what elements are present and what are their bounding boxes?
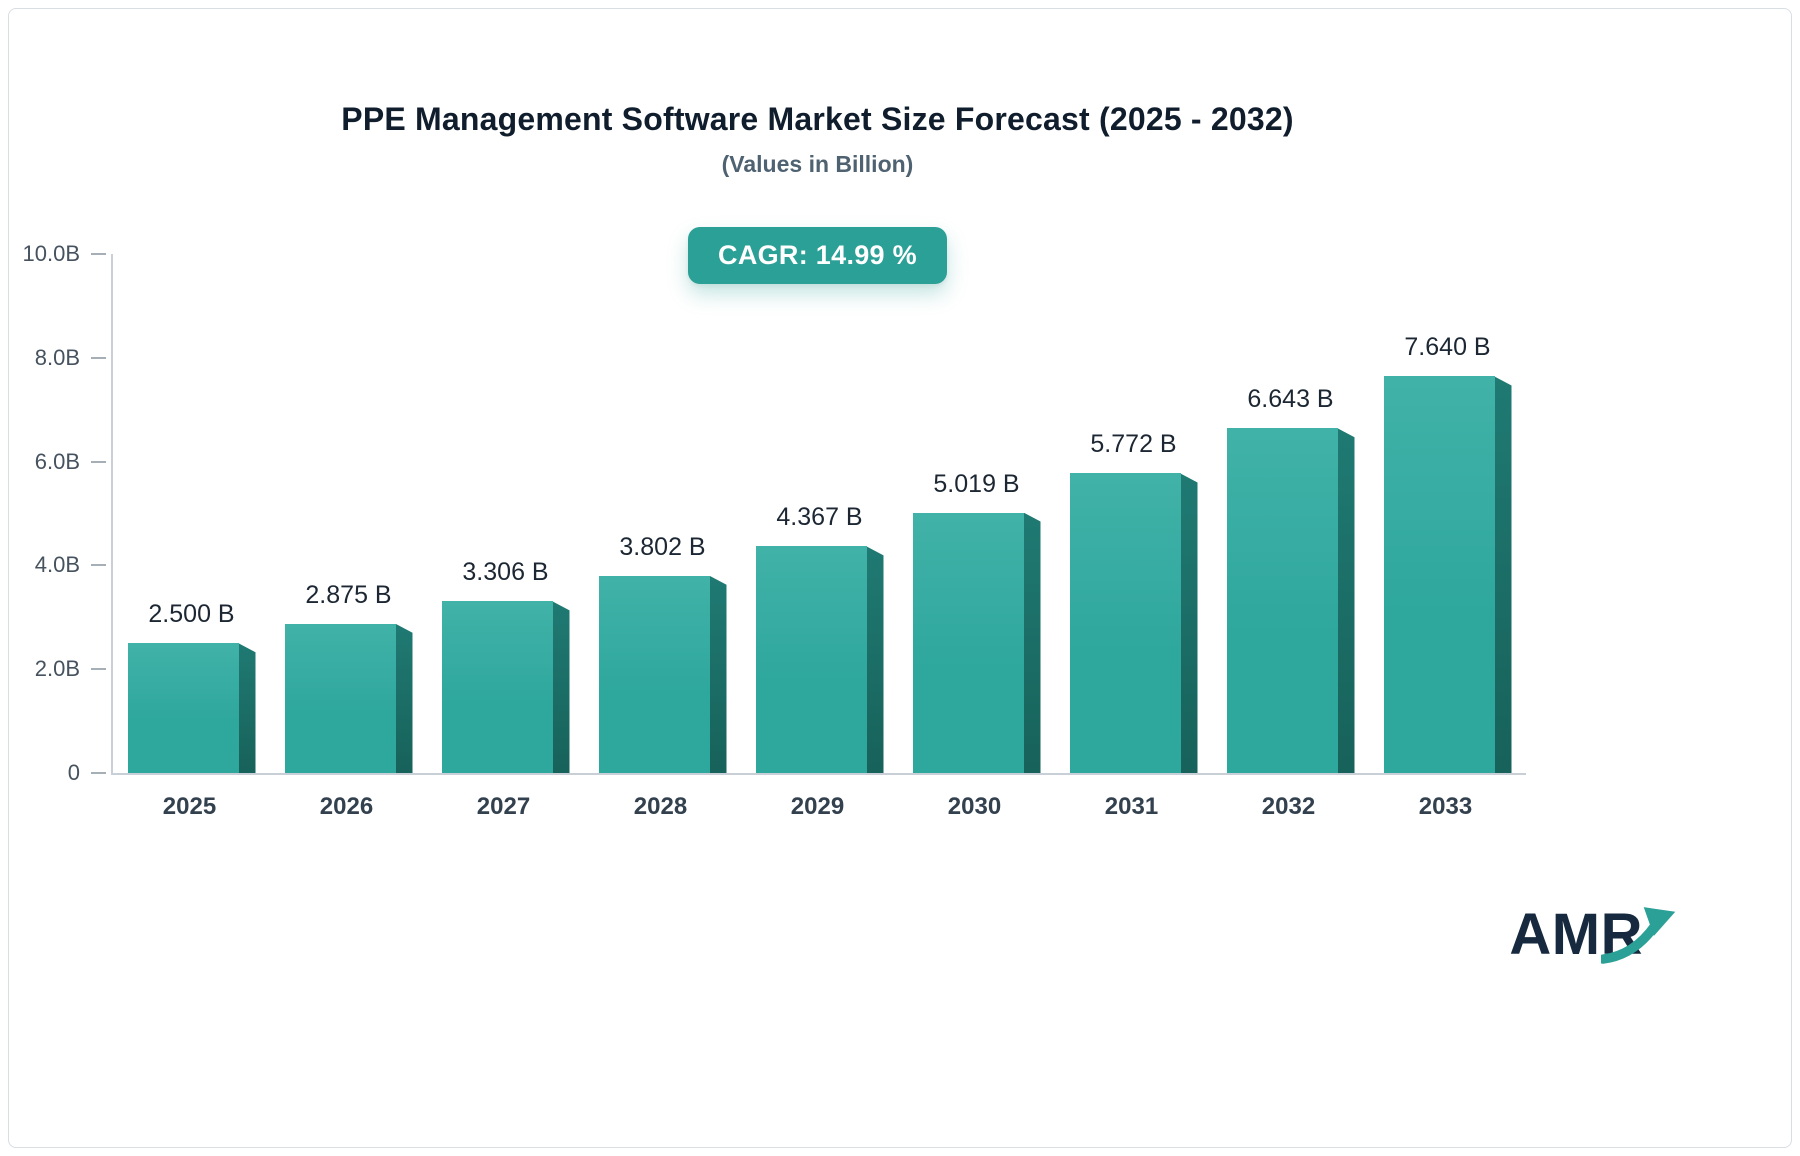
- chart-title: PPE Management Software Market Size Fore…: [341, 101, 1294, 137]
- x-axis-label: 2029: [790, 793, 845, 820]
- bars-row: 2.500 B 2.875 B 3.306 B 3.802 B 4.367 B 5.019…: [113, 254, 1526, 773]
- bar-side-face: [1337, 428, 1355, 773]
- bar-value-label: 7.640 B: [1404, 333, 1491, 362]
- bar-value-label: 4.367 B: [776, 503, 863, 532]
- y-axis-tick-label: 4.0B: [34, 552, 80, 578]
- bar-front-face: [1069, 473, 1181, 773]
- bar: 2.500 B: [127, 600, 256, 773]
- bar: 3.306 B: [441, 558, 570, 773]
- y-axis-tick-label: 8.0B: [34, 344, 80, 370]
- y-axis-tick-mark: [91, 668, 106, 671]
- plot-area: 2.500 B 2.875 B 3.306 B 3.802 B 4.367 B 5.019…: [23, 241, 1526, 785]
- bar: 3.802 B: [598, 533, 727, 773]
- y-axis-tick-mark: [91, 460, 106, 463]
- bar-group: 3.306 B: [427, 254, 584, 773]
- x-axis-label: 2027: [476, 793, 531, 820]
- bar-group: 5.019 B: [898, 254, 1055, 773]
- y-axis-tick: 4.0B: [18, 552, 113, 578]
- bar-front-face: [598, 575, 710, 773]
- cagr-badge: CAGR: 14.99 %: [688, 227, 947, 284]
- y-axis-tick-mark: [91, 564, 106, 567]
- bar-group: 2.875 B: [270, 254, 427, 773]
- bar-front-face: [284, 623, 396, 773]
- bar-value-label: 3.306 B: [462, 558, 549, 587]
- x-axis-label: 2026: [319, 793, 374, 820]
- y-axis-tick-label: 2.0B: [34, 656, 80, 682]
- bar-front-face: [1383, 376, 1495, 773]
- y-axis-tick: 2.0B: [18, 656, 113, 682]
- bar-side-face: [1494, 376, 1512, 773]
- x-axis-labels: 2025 2026 2027 2028 2029 2030 2031 2032 2033: [111, 775, 1524, 821]
- x-axis-label: 2028: [633, 793, 688, 820]
- bar-group: 5.772 B: [1055, 254, 1212, 773]
- bar-group: 6.643 B: [1212, 254, 1369, 773]
- y-axis-tick-mark: [91, 356, 106, 359]
- amr-logo: AMR: [1449, 901, 1679, 971]
- bar-group: 3.802 B: [584, 254, 741, 773]
- y-axis-tick: 0: [18, 760, 113, 786]
- x-axis-label: 2033: [1418, 793, 1473, 820]
- x-axis-label: 2032: [1261, 793, 1316, 820]
- bar-side-face: [238, 643, 256, 773]
- bar-value-label: 5.772 B: [1090, 430, 1177, 459]
- x-axis-label: 2030: [947, 793, 1002, 820]
- bar-front-face: [755, 546, 867, 773]
- bar: 5.019 B: [912, 470, 1041, 773]
- bar-front-face: [912, 512, 1024, 773]
- bar-value-label: 6.643 B: [1247, 385, 1334, 414]
- bar: 4.367 B: [755, 503, 884, 773]
- bar-value-label: 5.019 B: [933, 469, 1020, 498]
- cagr-badge-wrap: CAGR: 14.99 %: [111, 227, 1524, 284]
- y-axis-tick: 10.0B: [18, 241, 113, 267]
- bar: 6.643 B: [1226, 385, 1355, 773]
- bar-side-face: [552, 601, 570, 773]
- bar-value-label: 3.802 B: [619, 532, 706, 561]
- chart-subtitle: (Values in Billion): [721, 151, 914, 177]
- y-axis-tick: 6.0B: [18, 449, 113, 475]
- bar-group: 4.367 B: [741, 254, 898, 773]
- bar-side-face: [1180, 473, 1198, 773]
- y-axis-tick-mark: [91, 772, 106, 774]
- bar-front-face: [127, 643, 239, 773]
- y-axis-tick-label: 0: [67, 760, 80, 785]
- bar: 2.875 B: [284, 581, 413, 773]
- bar-value-label: 2.500 B: [148, 600, 235, 629]
- bar-side-face: [1023, 512, 1041, 773]
- bar-side-face: [709, 575, 727, 773]
- bar-front-face: [1226, 428, 1338, 773]
- bar-group: 7.640 B: [1369, 254, 1526, 773]
- y-axis-tick: 8.0B: [18, 345, 113, 371]
- chart-card: PPE Management Software Market Size Fore…: [8, 8, 1792, 1148]
- bar-value-label: 2.875 B: [305, 580, 392, 609]
- x-axis-label: 2025: [162, 793, 217, 820]
- bar-front-face: [441, 601, 553, 773]
- y-axis-tick-label: 6.0B: [34, 448, 80, 474]
- bar: 7.640 B: [1383, 333, 1512, 773]
- growth-arrow-icon: [1601, 907, 1676, 964]
- x-axis-label: 2031: [1104, 793, 1159, 820]
- bar-side-face: [395, 623, 413, 773]
- bar: 5.772 B: [1069, 430, 1198, 773]
- y-axis-tick-mark: [91, 253, 106, 255]
- bar-side-face: [866, 546, 884, 773]
- bar-group: 2.500 B: [113, 254, 270, 773]
- y-axis-tick-label: 10.0B: [22, 241, 81, 266]
